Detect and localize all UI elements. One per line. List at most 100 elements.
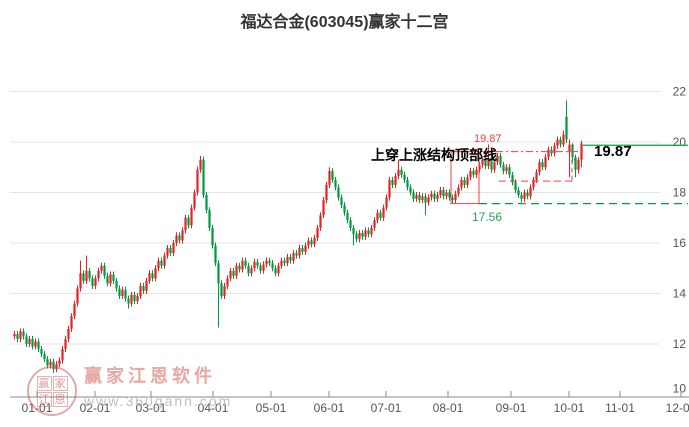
x-axis-label: 04-01 [198,401,229,415]
candle-body [232,270,235,276]
watermark-seal-char: 恩 [52,391,68,407]
candle-body [190,207,193,226]
candle-body [397,169,400,177]
candle-body [52,361,55,370]
watermark-seal-icon: 赢家江恩 [27,366,77,416]
candle-body [556,139,559,146]
candle-body [565,116,568,140]
x-axis-label: 09-01 [496,401,527,415]
candle-body [469,171,472,178]
candle-body [385,197,388,208]
candle-body [28,338,31,344]
candle-body [544,157,547,168]
candle-body [271,263,274,269]
candle-body [466,177,469,185]
candle-body [34,341,37,347]
watermark-brand-text: 赢家江恩软件 [84,366,216,386]
candle-body [463,179,466,185]
candle-body [352,227,355,235]
candle-body [514,182,517,190]
candle-body [403,174,406,180]
candle-body [118,288,121,297]
x-axis-label: 03-01 [136,401,167,415]
candle-body [547,149,550,158]
candle-body [343,205,346,213]
candle-body [568,144,571,153]
candle-body [103,265,106,276]
candle-body [148,273,151,281]
candle-body [487,158,490,166]
candle-body [187,217,190,226]
candle-body [88,270,91,279]
candle-body [430,193,433,198]
candle-body [496,155,499,163]
candle-body [289,256,292,261]
x-axis-label: 05-01 [256,401,287,415]
candle-body [340,197,343,206]
breakout-annotation-label: 上穿上涨结构顶部线 [371,147,497,163]
candle-body [331,171,334,180]
x-axis-label: 02-01 [80,401,111,415]
candle-body [235,265,238,276]
candle-body [454,193,457,201]
candle-body [406,179,409,188]
candle-body [517,189,520,196]
candle-body [427,197,430,203]
y-axis-label: 12 [673,337,687,351]
candle-body [130,294,133,304]
candle-body [133,294,136,302]
y-axis-label: 16 [673,236,687,250]
x-axis-label: 06-01 [314,401,345,415]
candle-body [400,169,403,175]
candle-body [448,192,451,198]
candle-body [211,227,214,246]
y-axis-label: 14 [673,287,687,301]
candle-body [67,328,70,339]
x-axis-label: 07-01 [371,401,402,415]
candle-body [511,174,514,183]
candle-body [91,278,94,286]
candle-body [472,171,475,175]
y-axis-label: 20 [673,135,687,149]
candle-body [364,230,367,237]
candle-body [172,243,175,254]
candle-body [361,232,364,237]
candle-body [19,331,22,339]
candle-body [157,260,160,269]
candle-body [337,187,340,198]
candle-body [13,333,16,337]
candle-body [244,260,247,266]
candle-body [559,139,562,145]
candle-body [409,187,412,193]
candle-body [442,189,445,197]
candle-body [169,248,172,254]
candle-body [37,341,40,350]
candle-body [298,248,301,256]
candle-body [286,256,289,264]
candle-body [367,230,370,235]
candle-body [358,232,361,240]
candle-body [334,179,337,188]
y-axis-label: 22 [673,85,687,99]
candle-body [109,274,112,284]
candle-body [457,187,460,194]
candle-body [277,265,280,274]
candle-body [241,260,244,270]
x-axis-label: 08-01 [433,401,464,415]
candle-body [502,164,505,172]
candle-body [175,235,178,243]
candle-body [313,237,316,245]
candle-body [328,171,331,185]
y-axis-label: 18 [673,186,687,200]
candle-body [418,195,421,201]
candle-body [82,273,85,281]
candle-body [115,280,118,289]
candle-body [508,167,511,175]
candle-body [355,234,358,240]
candle-body [259,265,262,271]
candle-body [220,283,223,297]
candle-body [160,260,163,266]
candle-body [94,278,97,286]
candle-body [475,169,478,175]
candle-body [214,245,217,264]
